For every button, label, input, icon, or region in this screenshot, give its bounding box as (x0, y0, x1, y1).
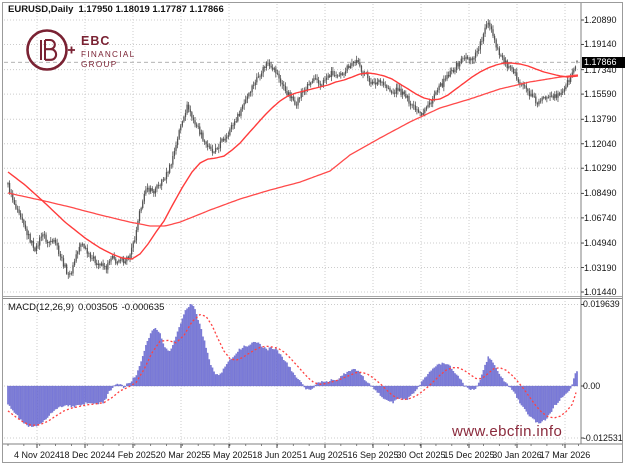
symbol-period-label: EURUSD,Daily (8, 4, 74, 15)
plus-icon (68, 46, 75, 54)
date-axis-label: 17 Mar 2026 (539, 450, 591, 460)
macd-axis-label: -0.012531 (583, 433, 623, 443)
macd-indicator-label: MACD(12,26,9) 0.003505 -0.000635 (8, 302, 168, 313)
date-axis-label: 30 Oct 2025 (396, 450, 446, 460)
date-axis-label: 15 Dec 2025 (443, 450, 495, 460)
price-axis-label: 1.01440 (584, 287, 617, 297)
date-axis-label: 4 Feb 2025 (110, 450, 156, 460)
price-axis-label: 1.12040 (584, 138, 617, 149)
price-axis-label: 1.10290 (584, 163, 617, 174)
ebc-logo: EBC FINANCIAL GROUP (26, 29, 135, 71)
macd-signal-line (7, 313, 577, 427)
price-axis-label: 1.19140 (584, 39, 617, 50)
axes-layer (2, 2, 623, 448)
macd-main-value: 0.003505 (78, 302, 118, 313)
macd-signal-layer (7, 313, 577, 427)
ma-fast-line (7, 62, 579, 260)
price-axis-label: 1.06740 (584, 212, 617, 223)
logo-line2: FINANCIAL (81, 50, 135, 59)
price-axis-label: 1.15590 (584, 89, 617, 100)
price-axis-label: 1.13790 (584, 114, 617, 125)
logo-line3: GROUP (81, 60, 118, 69)
chart-title: EURUSD,Daily 1.17950 1.18019 1.17787 1.17… (8, 4, 229, 15)
moving-averages-layer (7, 62, 579, 260)
date-axis-label: 5 May 2025 (205, 450, 253, 460)
price-axis-label: 1.04940 (584, 238, 617, 249)
ohlc-values: 1.17950 1.18019 1.17787 1.17866 (78, 4, 224, 15)
macd-name: MACD(12,26,9) (8, 302, 74, 313)
ma-slow-line (7, 74, 579, 227)
price-axis-label: 1.17340 (584, 64, 617, 75)
macd-signal-value: -0.000635 (121, 302, 165, 313)
current-price-badge: 1.17866 (582, 56, 625, 68)
date-axis-label: 20 Mar 2025 (155, 450, 207, 460)
logo-line1: EBC (81, 34, 110, 48)
date-axis-label: 1 Aug 2025 (302, 450, 348, 460)
date-axis-label: 16 Sep 2025 (347, 450, 399, 460)
price-axis-label: 1.20890 (584, 14, 617, 25)
price-axis-label: 1.08490 (584, 188, 617, 199)
date-axis-label: 30 Jan 2026 (492, 450, 542, 460)
macd-axis-label: 0.019639 (583, 299, 620, 310)
ebc-logo-mark (26, 29, 75, 71)
watermark-link[interactable]: www.ebcfin.info (452, 423, 563, 440)
macd-histogram-layer (7, 304, 578, 427)
date-axis-label: 18 Dec 2024 (59, 450, 111, 460)
candles-layer (7, 19, 578, 279)
date-axis-label: 18 Jun 2025 (252, 450, 302, 460)
price-axis-label: 1.03190 (584, 262, 617, 273)
macd-axis-label: 0.00 (583, 381, 601, 391)
date-axis-label: 4 Nov 2024 (13, 450, 61, 460)
